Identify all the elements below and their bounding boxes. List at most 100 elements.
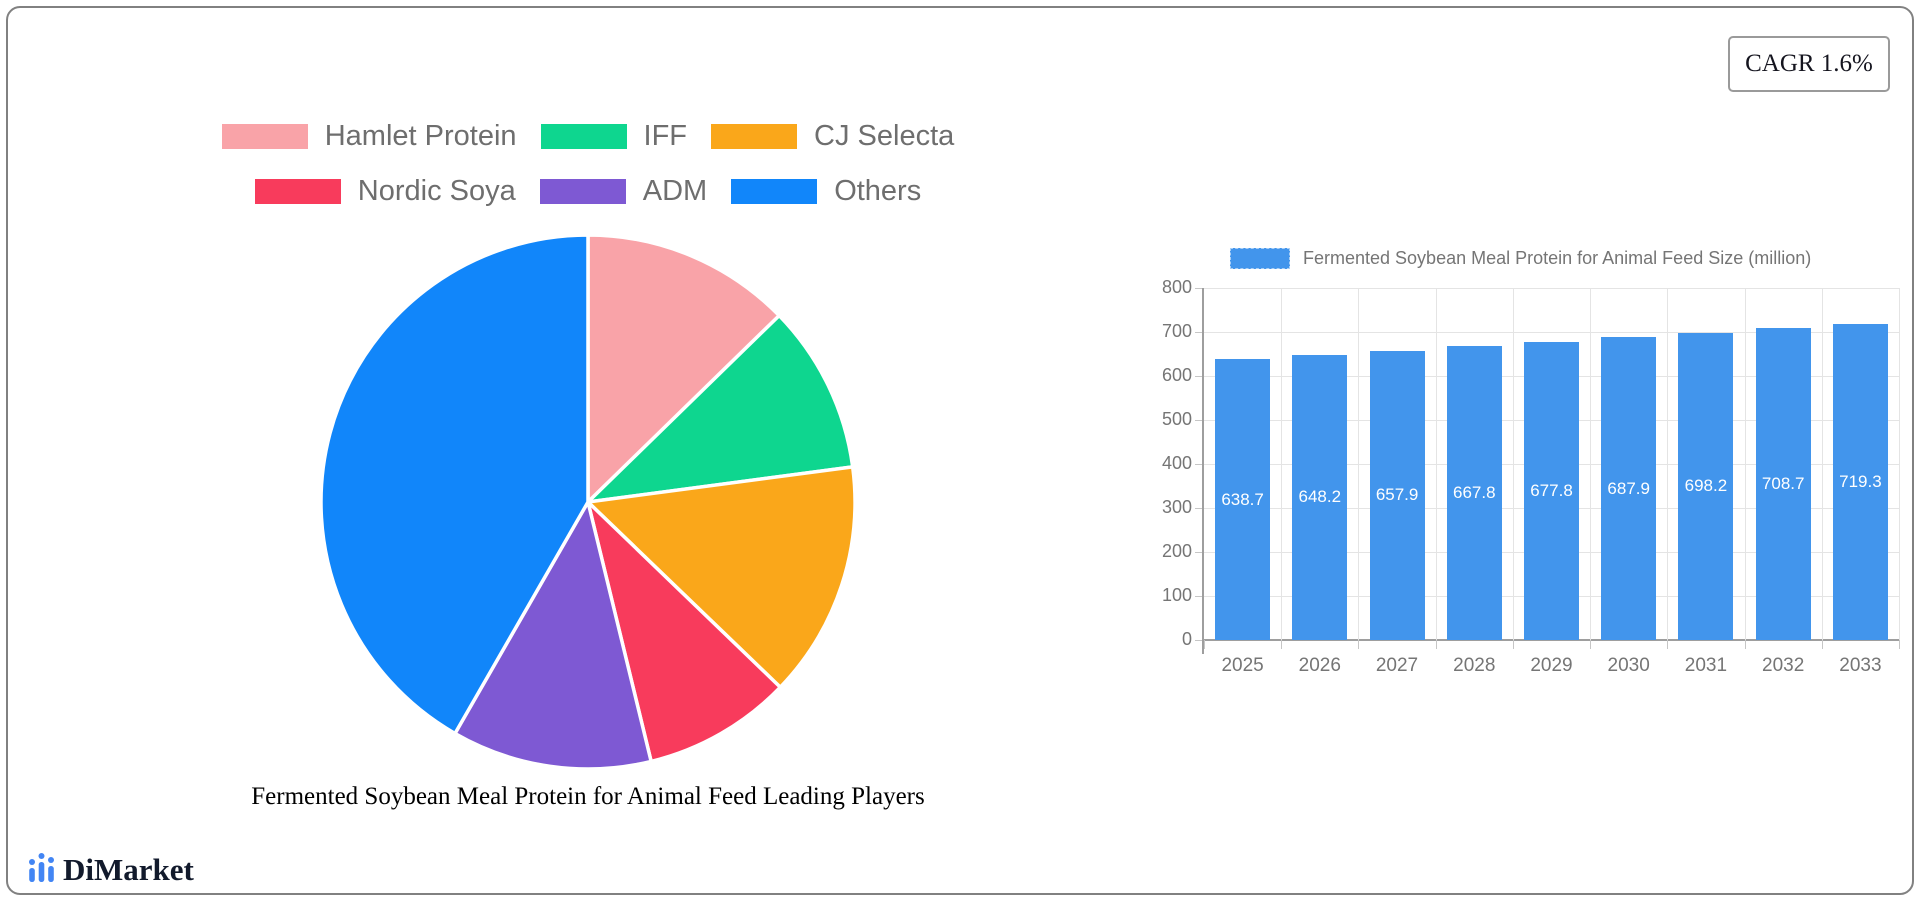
bar-2029 bbox=[1524, 341, 1579, 640]
gridline-y bbox=[1204, 332, 1899, 333]
y-axis-tick bbox=[1195, 376, 1202, 377]
y-axis-label: 0 bbox=[1181, 629, 1192, 649]
x-axis-tick bbox=[1667, 640, 1669, 649]
gridline-x bbox=[1281, 288, 1283, 640]
bar-2025 bbox=[1215, 359, 1271, 640]
y-axis-line bbox=[1202, 288, 1204, 655]
x-axis-tick bbox=[1281, 640, 1283, 649]
y-axis-label: 500 bbox=[1161, 409, 1192, 429]
bar-value-label: 638.7 bbox=[1221, 489, 1264, 509]
pie-chart-svg bbox=[319, 233, 857, 771]
x-axis-tick bbox=[1358, 640, 1360, 649]
gridline-x bbox=[1358, 288, 1360, 640]
brand-name: DiMarket bbox=[63, 852, 194, 887]
x-axis-line bbox=[1204, 639, 1899, 641]
y-axis-label: 200 bbox=[1161, 541, 1192, 561]
cagr-badge: CAGR 1.6% bbox=[1728, 36, 1890, 92]
pie-legend-item-others[interactable]: Others bbox=[731, 175, 921, 208]
bar-value-label: 687.9 bbox=[1607, 478, 1650, 498]
bar-value-label: 719.3 bbox=[1839, 471, 1882, 491]
y-axis-tick bbox=[1195, 464, 1202, 465]
bar-2026 bbox=[1292, 354, 1348, 640]
pie-slice-hamlet-protein bbox=[586, 233, 781, 504]
cagr-badge-label: CAGR 1.6% bbox=[1745, 50, 1873, 77]
y-axis-tick bbox=[1195, 552, 1202, 553]
x-axis-tick bbox=[1512, 640, 1514, 649]
bar-chart-logo-icon bbox=[29, 853, 54, 882]
legend-swatch-icon bbox=[731, 179, 818, 204]
bar-value-label: 698.2 bbox=[1684, 476, 1728, 496]
pie-slice-cj-selecta bbox=[586, 465, 857, 689]
y-axis-label: 400 bbox=[1161, 453, 1192, 473]
pie-slice-adm bbox=[453, 500, 653, 771]
x-axis-tick bbox=[1435, 640, 1437, 649]
x-axis-tick bbox=[1899, 640, 1900, 649]
pie-legend: Hamlet Protein IFF CJ Selecta Nordic Soya AD… bbox=[88, 120, 1088, 208]
bar-legend-label: Fermented Soybean Meal Protein for Anima… bbox=[1303, 248, 1812, 268]
gridline-x bbox=[1667, 288, 1669, 640]
x-axis-category-label: 2030 bbox=[1607, 655, 1650, 676]
bar-chart-legend-item[interactable]: Fermented Soybean Meal Protein for Anima… bbox=[1230, 248, 1811, 269]
x-axis-category-label: 2029 bbox=[1530, 655, 1573, 676]
x-axis-tick bbox=[1744, 640, 1746, 649]
legend-swatch-icon bbox=[539, 179, 626, 204]
y-axis-label: 700 bbox=[1161, 321, 1192, 341]
legend-swatch-icon bbox=[221, 124, 308, 149]
gridline-x bbox=[1590, 288, 1592, 640]
gridline-y bbox=[1204, 288, 1899, 289]
bar-2032 bbox=[1755, 328, 1811, 640]
y-axis-tick bbox=[1195, 288, 1202, 289]
gridline-x bbox=[1435, 288, 1437, 640]
legend-swatch-icon bbox=[540, 124, 627, 149]
bar-value-label: 657.9 bbox=[1375, 485, 1419, 505]
bar-2027 bbox=[1369, 350, 1425, 640]
x-axis-category-label: 2025 bbox=[1221, 655, 1264, 676]
x-axis-category-label: 2031 bbox=[1684, 655, 1728, 676]
pie-slice-iff bbox=[586, 313, 855, 504]
bar-2033 bbox=[1832, 323, 1888, 640]
pie-chart bbox=[318, 232, 858, 772]
legend-label: Nordic Soya bbox=[357, 175, 516, 207]
legend-label: Hamlet Protein bbox=[324, 120, 517, 152]
pie-chart-title: Fermented Soybean Meal Protein for Anima… bbox=[251, 783, 925, 810]
y-axis-label: 300 bbox=[1161, 497, 1192, 517]
y-axis-label: 100 bbox=[1161, 585, 1192, 605]
x-axis-category-label: 2033 bbox=[1839, 655, 1882, 676]
bar-value-label: 677.8 bbox=[1530, 480, 1573, 500]
x-axis-tick bbox=[1821, 640, 1823, 649]
brand-logo: DiMarket bbox=[28, 849, 194, 885]
x-axis-category-label: 2027 bbox=[1375, 655, 1419, 676]
y-axis-label: 600 bbox=[1161, 365, 1192, 385]
pie-legend-item-cj-selecta[interactable]: CJ Selecta bbox=[711, 120, 954, 153]
y-axis-tick bbox=[1195, 420, 1202, 421]
gridline-x bbox=[1899, 288, 1900, 640]
x-axis-tick bbox=[1590, 640, 1592, 649]
y-axis-tick bbox=[1195, 596, 1202, 597]
pie-legend-item-adm[interactable]: ADM bbox=[539, 175, 708, 208]
y-axis-tick bbox=[1195, 332, 1202, 333]
x-axis-category-label: 2026 bbox=[1298, 655, 1341, 676]
pie-legend-item-iff[interactable]: IFF bbox=[540, 120, 688, 153]
bar-value-label: 648.2 bbox=[1298, 487, 1342, 507]
legend-swatch-icon bbox=[254, 179, 341, 204]
gridline-x bbox=[1744, 288, 1746, 640]
legend-swatch-icon bbox=[711, 124, 798, 149]
legend-label: Others bbox=[834, 175, 922, 207]
bar-value-label: 667.8 bbox=[1453, 483, 1496, 503]
x-axis-category-label: 2028 bbox=[1453, 655, 1496, 676]
y-axis-tick bbox=[1195, 640, 1202, 641]
bar-2031 bbox=[1678, 332, 1734, 640]
gridline-x bbox=[1821, 288, 1823, 640]
x-axis-category-label: 2032 bbox=[1762, 655, 1805, 676]
legend-label: CJ Selecta bbox=[814, 120, 955, 152]
bar-2030 bbox=[1601, 337, 1657, 640]
pie-legend-item-nordic-soya[interactable]: Nordic Soya bbox=[254, 175, 516, 208]
bar-2028 bbox=[1446, 346, 1502, 640]
y-axis-label: 800 bbox=[1161, 277, 1192, 297]
legend-label: ADM bbox=[642, 175, 708, 207]
legend-label: IFF bbox=[643, 120, 688, 152]
pie-legend-item-hamlet-protein[interactable]: Hamlet Protein bbox=[221, 120, 517, 153]
gridline-x bbox=[1512, 288, 1514, 640]
x-axis-tick bbox=[1204, 640, 1205, 649]
bar-value-label: 708.7 bbox=[1761, 474, 1805, 494]
